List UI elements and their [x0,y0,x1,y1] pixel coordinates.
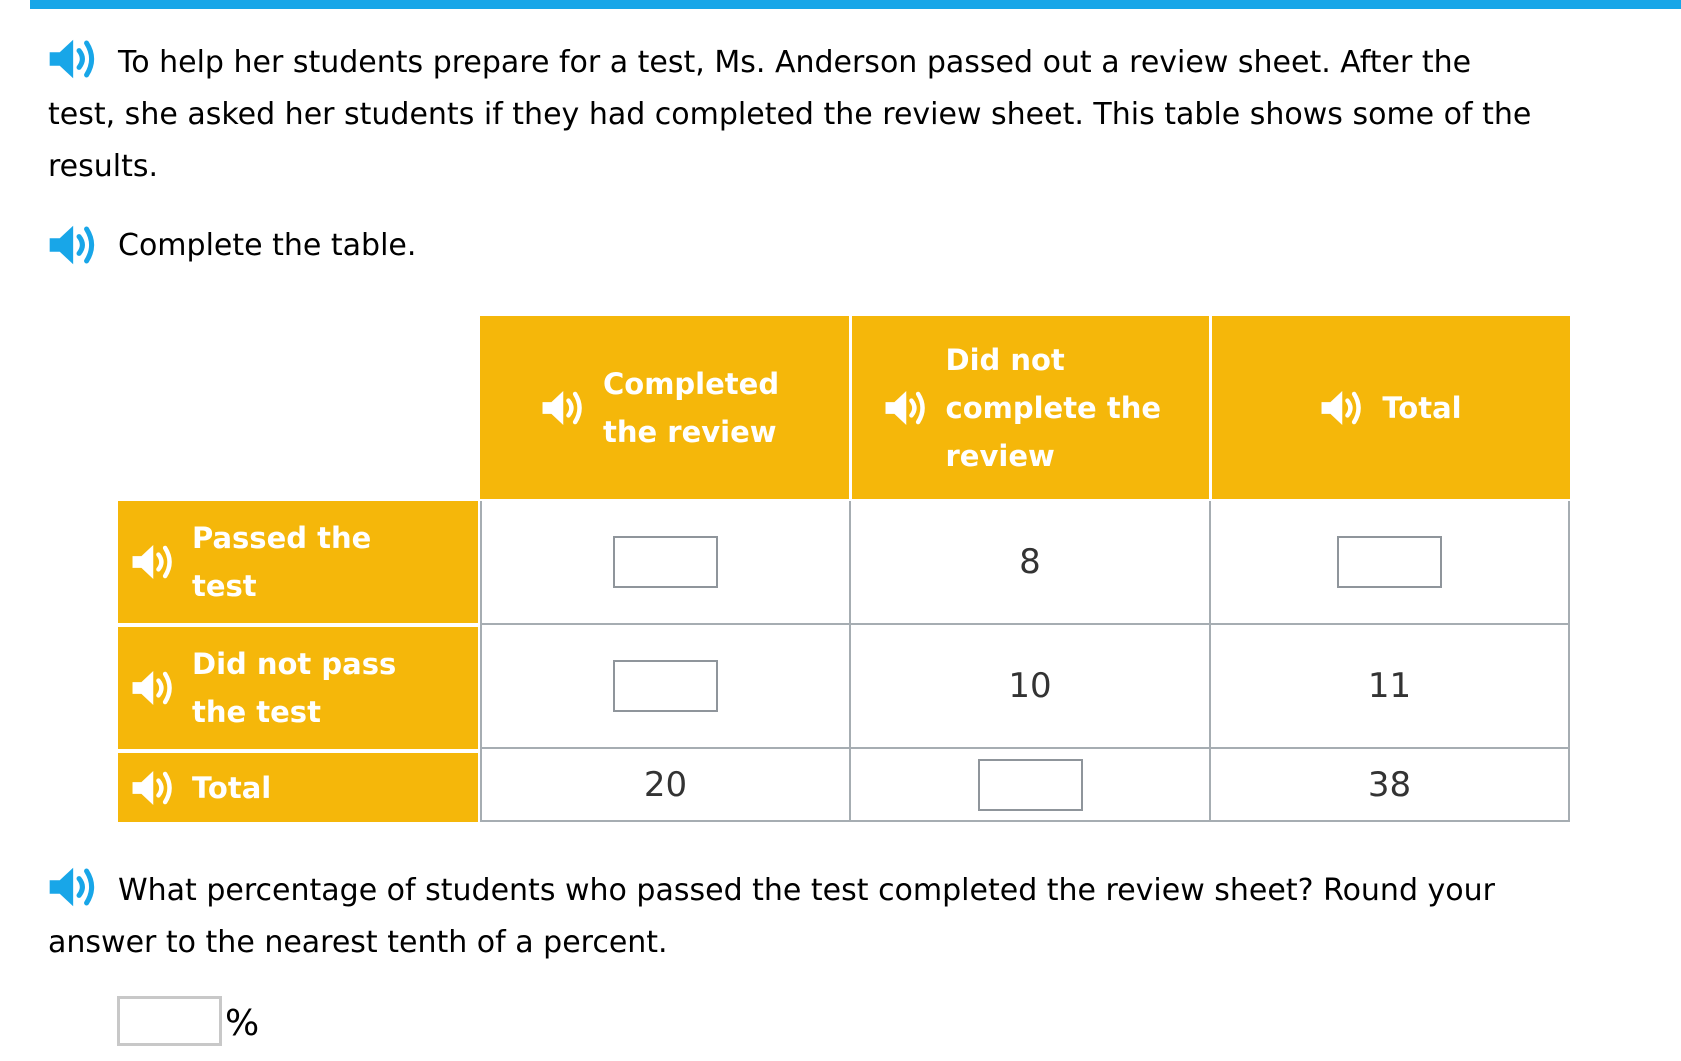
speaker-icon[interactable] [48,864,100,910]
table-cell [482,625,849,747]
answer-row: % [117,996,259,1046]
speaker-icon[interactable] [48,36,100,82]
speaker-icon[interactable] [48,222,100,268]
row-header-total: Total [118,753,478,822]
table-cell: 20 [482,749,849,820]
speaker-icon[interactable] [131,768,177,808]
col-header-label: Did not complete the review [945,342,1162,473]
percentage-answer-input[interactable] [117,996,222,1046]
table-cell [851,749,1209,820]
speaker-icon[interactable] [131,542,177,582]
row-header-label: Did not pass the test [192,647,397,729]
table-cell [482,501,849,623]
cell-input-passed-total[interactable] [1337,536,1442,588]
cell-input-total-did-not-complete[interactable] [977,758,1083,811]
col-header-did-not-complete: Did not complete the review [852,316,1209,499]
col-header-completed: Completed the review [480,316,849,499]
col-header-label: Completed the review [603,366,780,449]
question-text: What percentage of students who passed t… [48,873,1495,960]
cell-value: 11 [1367,666,1412,706]
cell-value: 10 [1008,666,1052,706]
speaker-icon[interactable] [884,388,930,428]
row-header-label: Passed the test [192,521,372,603]
question-paragraph: What percentage of students who passed t… [48,864,1536,969]
row-header-did-not-pass: Did not pass the test [118,627,478,749]
prompt-text: Complete the table. [118,227,417,263]
frequency-table: Completed the review Did not complete th… [118,316,1570,822]
col-header-total: Total [1212,316,1570,499]
speaker-icon[interactable] [541,388,587,428]
cell-value: 38 [1367,764,1412,805]
table-cell: 11 [1211,625,1568,747]
speaker-icon[interactable] [131,668,177,708]
table-cell: 38 [1211,749,1568,820]
table-cell [1211,501,1568,623]
intro-text: To help her students prepare for a test,… [48,45,1532,184]
cell-input-passed-completed[interactable] [613,536,718,588]
cell-value: 8 [1019,542,1041,582]
cell-input-not-passed-completed[interactable] [613,660,718,712]
row-header-passed: Passed the test [118,501,478,623]
col-header-label: Total [1382,390,1462,425]
table-cell: 10 [851,625,1209,747]
top-accent-bar [30,0,1681,9]
intro-paragraph: To help her students prepare for a test,… [48,36,1536,193]
cell-value: 20 [643,764,688,805]
percent-sign: % [225,1003,260,1044]
row-header-label: Total [192,770,272,805]
speaker-icon[interactable] [1320,388,1366,428]
table-body: 8 10 11 20 38 [480,501,1570,822]
prompt-row: Complete the table. [48,222,416,268]
table-cell: 8 [851,501,1209,623]
